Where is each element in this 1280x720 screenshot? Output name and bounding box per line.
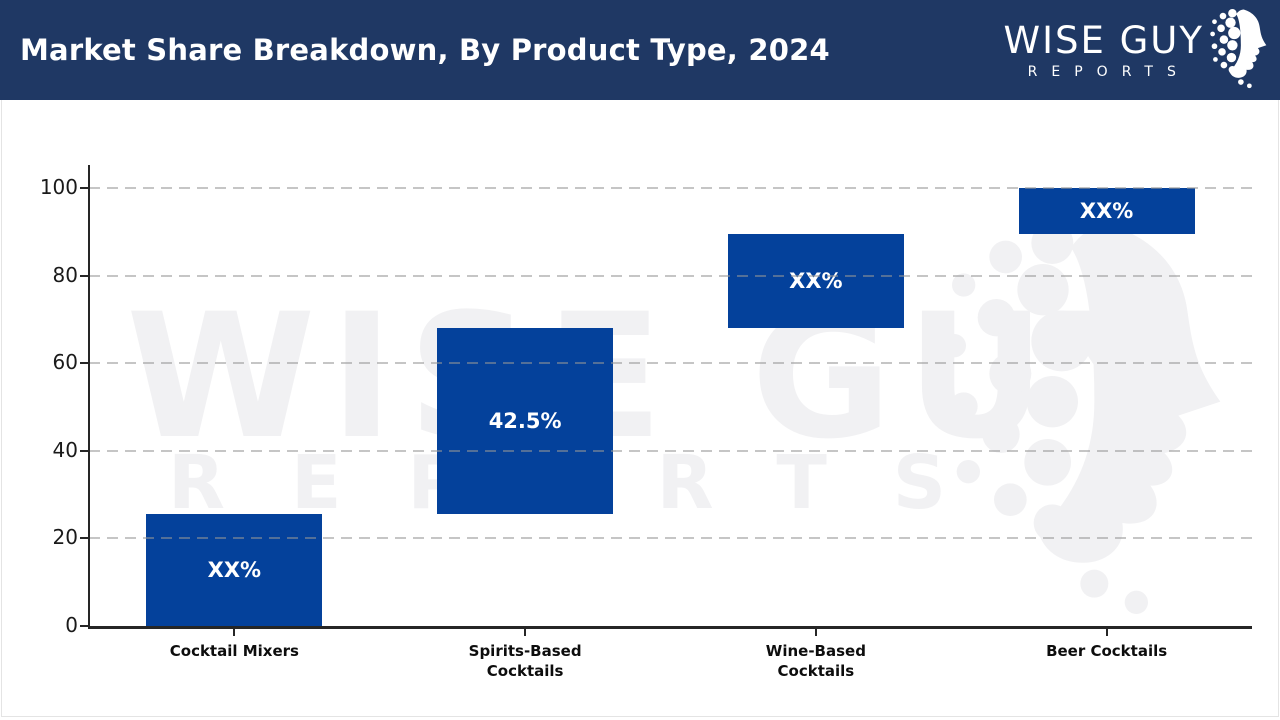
category-tick-mark [233,629,236,636]
gridline [89,537,1252,540]
bar-value-label: 42.5% [488,409,562,434]
gridline [89,449,1252,452]
plot-area: WISE GUY REPORTS 020406080100XX%Cocktail… [0,100,1280,720]
category-label: Beer Cocktails [1046,642,1168,660]
y-axis-line [88,165,90,629]
category-tick-mark [814,629,817,636]
logo-wordmark: WISE GUY [1003,18,1204,62]
bar: 42.5% [437,328,614,515]
y-tick-mark [80,274,89,277]
y-tick-mark [80,187,89,189]
category-tick-mark [1105,629,1108,636]
logo-wordmark-block: WISE GUY REPORTS [1003,18,1204,80]
category-label: Cocktail Mixers [169,642,299,660]
y-tick-label: 40 [52,437,78,462]
gridline [89,274,1252,277]
y-tick-mark [80,449,89,452]
logo-subtitle: REPORTS [1027,63,1190,80]
y-tick-label: 100 [39,175,78,199]
bar-value-label: XX% [207,558,262,583]
y-tick-label: 20 [52,525,78,550]
bar: XX% [727,233,904,329]
y-tick-mark [80,537,89,540]
logo-face-icon [1210,8,1267,89]
watermark-face-icon [942,222,1221,614]
wiseguy-logo: WISE GUY REPORTS [1004,4,1272,96]
y-tick-label: 0 [65,613,78,637]
header-bar: Market Share Breakdown, By Product Type,… [0,0,1280,100]
y-tick-label: 60 [52,350,78,375]
y-tick-mark [80,625,89,627]
category-label: Wine-Based Cocktails [765,642,866,680]
y-tick-mark [80,362,89,365]
bar: XX% [1018,188,1195,234]
category-label: Spirits-Based Cocktails [468,642,582,680]
category-tick-mark [524,629,527,636]
gridline [89,362,1252,365]
x-axis-line [88,626,1252,629]
bar-value-label: XX% [789,269,843,294]
bar: XX% [146,514,323,626]
bar-value-label: XX% [1079,198,1134,223]
y-tick-label: 80 [52,262,78,287]
gridline [89,187,1252,189]
chart-title: Market Share Breakdown, By Product Type,… [20,33,830,67]
